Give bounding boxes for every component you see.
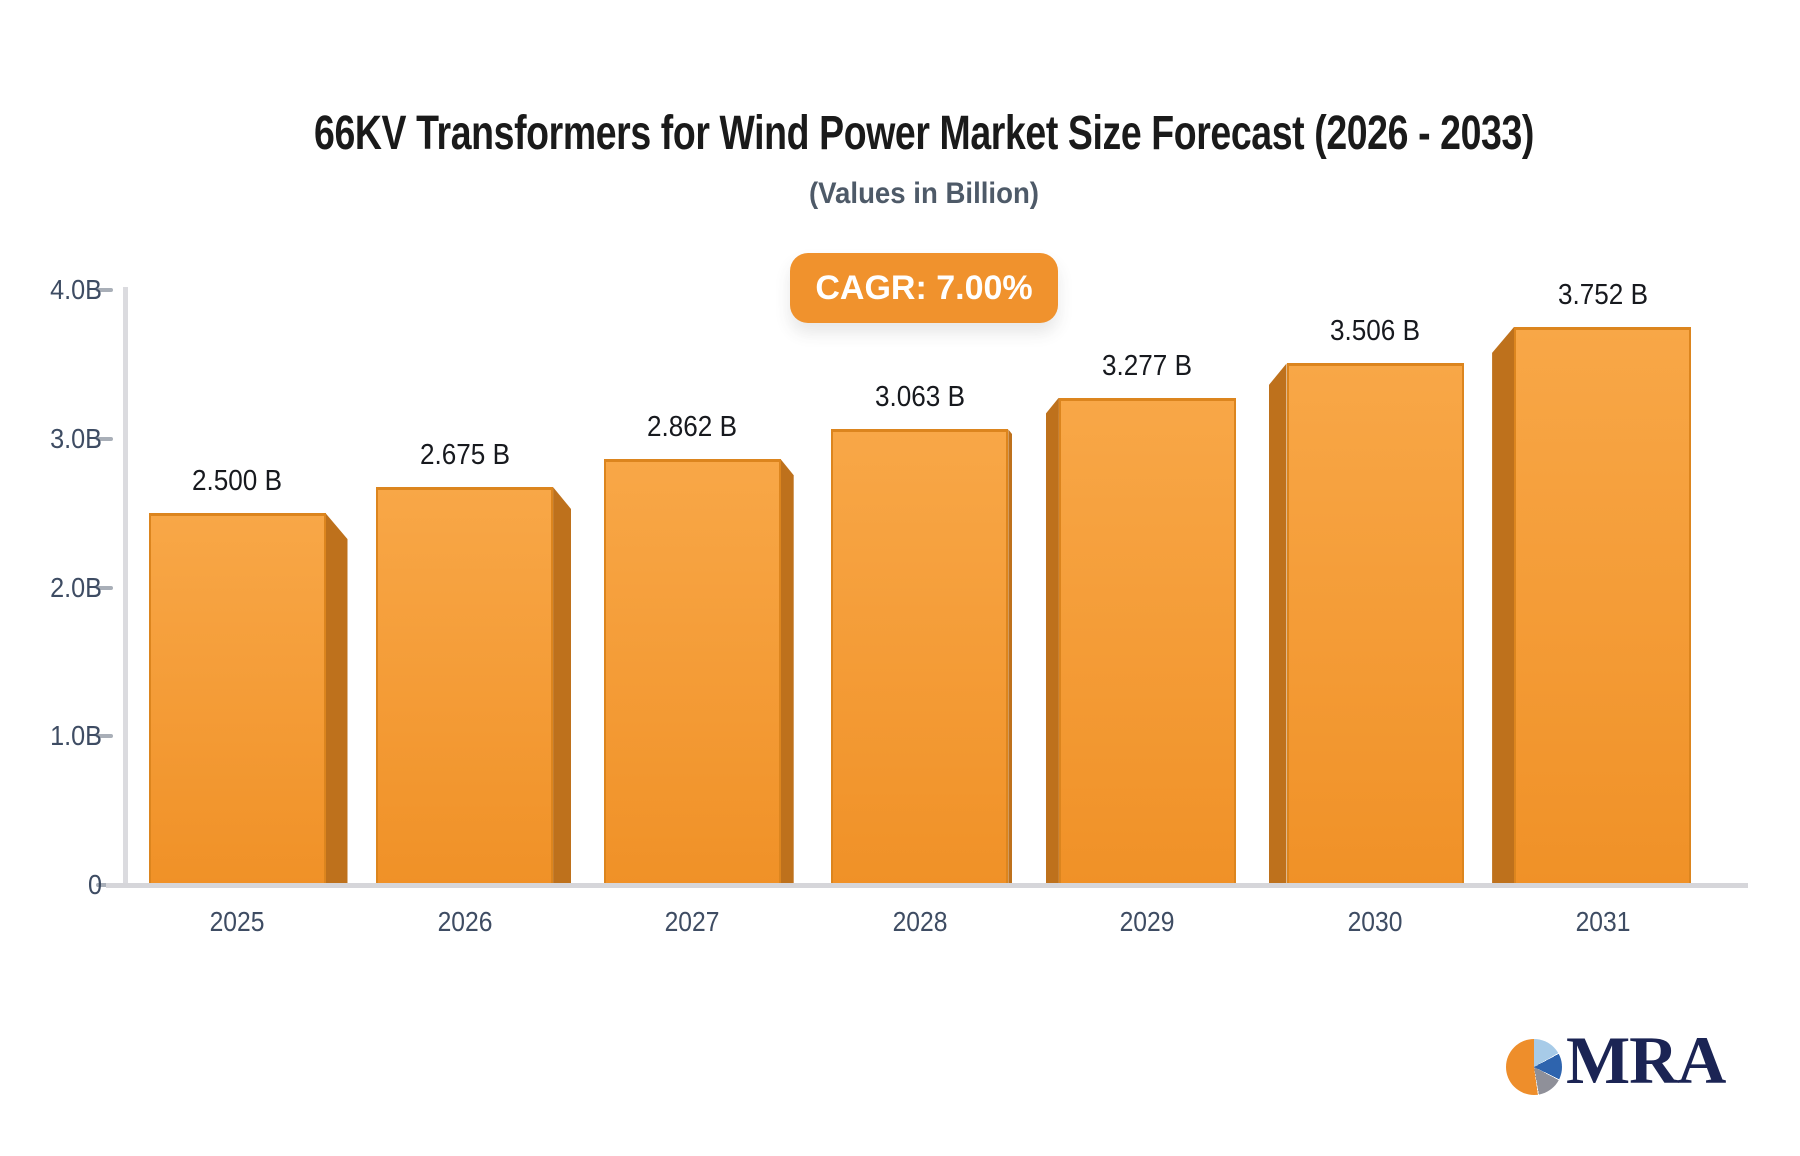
bar-value-label: 2.675 B <box>419 439 510 472</box>
chart-subtitle: (Values in Billion) <box>808 177 1040 210</box>
x-tick-label-2029: 2029 <box>1119 906 1175 937</box>
x-tick-label-2026: 2026 <box>437 906 492 937</box>
bar-side-2025 <box>325 513 348 885</box>
x-tick-label-2028: 2028 <box>892 906 948 937</box>
brand-text: MRA <box>1566 1022 1726 1098</box>
cagr-badge-label: CAGR: 7.00% <box>815 268 1033 307</box>
y-tick-dash <box>96 585 113 590</box>
bar-2030[interactable] <box>1286 363 1464 885</box>
brand-logo: MRA <box>1506 1022 1726 1098</box>
bar-value-label: 2.500 B <box>192 465 282 498</box>
x-axis-baseline <box>106 883 1748 888</box>
x-tick-label-2031: 2031 <box>1575 906 1630 937</box>
y-tick-dash <box>96 734 113 739</box>
y-tick-dash <box>96 883 113 887</box>
bar-side-2028 <box>1008 429 1013 885</box>
y-tick-label: 3.0B <box>50 422 102 454</box>
bar-side-2031 <box>1492 326 1515 885</box>
bar-side-2029 <box>1045 397 1059 885</box>
chart-header: 66KV Transformers for Wind Power Market … <box>24 0 1800 211</box>
chart-title: 66KV Transformers for Wind Power Market … <box>314 107 1534 160</box>
bar-side-2026 <box>553 487 572 885</box>
y-axis-line <box>123 287 128 888</box>
x-tick-label-2030: 2030 <box>1347 906 1403 937</box>
bar-2025[interactable] <box>148 513 326 885</box>
y-tick-dash <box>96 436 113 441</box>
bar-2026[interactable] <box>376 487 554 885</box>
y-tick-dash <box>96 288 113 292</box>
pie-chart-logo-icon <box>1506 1039 1562 1095</box>
bar-2029[interactable] <box>1058 397 1236 885</box>
y-tick-label: 1.0B <box>50 720 102 752</box>
bar-side-2030 <box>1268 363 1287 885</box>
x-tick-label-2027: 2027 <box>664 906 720 937</box>
bar-value-label: 2.862 B <box>647 411 738 444</box>
bar-value-label: 3.277 B <box>1102 349 1193 382</box>
x-tick-label-2025: 2025 <box>209 906 265 937</box>
bar-value-label: 3.752 B <box>1557 278 1648 311</box>
cagr-badge: CAGR: 7.00% <box>790 253 1058 323</box>
y-tick-label: 0 <box>87 869 102 900</box>
bar-side-2027 <box>780 459 794 885</box>
y-tick-label: 4.0B <box>50 274 102 305</box>
bar-2028[interactable] <box>831 429 1009 885</box>
bar-2027[interactable] <box>603 459 781 885</box>
bar-2031[interactable] <box>1514 326 1692 885</box>
y-tick-label: 2.0B <box>50 571 102 603</box>
bar-value-label: 3.063 B <box>874 381 965 414</box>
bar-value-label: 3.506 B <box>1330 315 1420 348</box>
